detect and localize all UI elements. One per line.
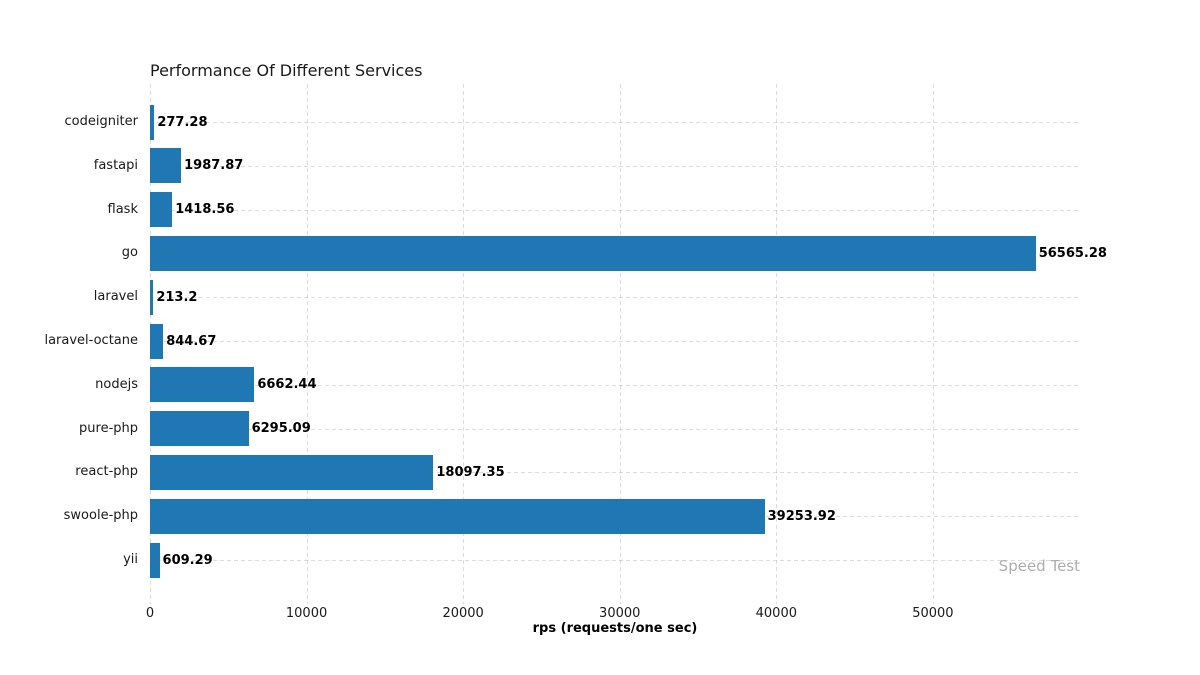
x-tick-label: 0: [145, 606, 155, 621]
gridline-vertical: [776, 84, 778, 604]
category-label-yii: yii: [123, 552, 138, 567]
plot-area: 277.28 1987.87 1418.56 56565.28 213.2 844.67 6…: [150, 84, 1107, 604]
category-label-react-php: react-php: [75, 464, 138, 480]
gridline-horizontal: [150, 516, 1080, 518]
x-tick-label: 40000: [755, 606, 797, 621]
gridline-horizontal: [150, 297, 1080, 299]
bar-value-label: 1987.87: [184, 158, 244, 174]
gridline-horizontal: [150, 472, 1080, 474]
category-label-laravel: laravel: [93, 289, 138, 305]
bar-value-label: 6295.09: [251, 421, 311, 437]
bar-value-label: 18097.35: [436, 464, 505, 480]
bar-value-label: 56565.28: [1038, 245, 1107, 261]
watermark-text: Speed Test: [998, 557, 1080, 575]
gridline-horizontal: [150, 384, 1080, 386]
gridline-horizontal: [150, 165, 1080, 167]
bar-value-label: 609.29: [162, 552, 213, 568]
gridline-horizontal: [150, 253, 1080, 255]
bar-value-label: 213.2: [156, 289, 198, 305]
bar-value-label: 6662.44: [257, 377, 317, 393]
x-axis-label: rps (requests/one sec): [532, 621, 698, 636]
chart-title: Performance Of Different Services: [150, 61, 423, 80]
gridline-horizontal: [150, 209, 1080, 211]
category-label-swoole-php: swoole-php: [63, 508, 138, 524]
bar-fastapi: [150, 148, 182, 184]
bar-value-label: 277.28: [157, 114, 208, 130]
x-tick-label: 30000: [599, 606, 641, 621]
bar-go: [150, 235, 1036, 271]
x-tick-label: 50000: [912, 606, 954, 621]
gridline-vertical: [619, 84, 621, 604]
gridline-vertical: [463, 84, 465, 604]
bar-pure-php: [150, 411, 249, 447]
x-tick-label: 20000: [442, 606, 484, 621]
bar-react-php: [150, 454, 434, 490]
bar-value-label: 39253.92: [767, 508, 836, 524]
bar-codeigniter: [150, 104, 155, 140]
category-label-pure-php: pure-php: [79, 420, 138, 436]
category-label-fastapi: fastapi: [93, 157, 138, 173]
category-label-nodejs: nodejs: [95, 376, 138, 392]
category-label-flask: flask: [107, 201, 138, 217]
bar-swoole-php: [150, 498, 765, 534]
gridline-horizontal: [150, 428, 1080, 430]
bar-value-label: 844.67: [166, 333, 217, 349]
gridline-horizontal: [150, 122, 1080, 123]
bar-nodejs: [150, 367, 255, 403]
x-tick-label: 10000: [285, 606, 328, 621]
category-label-codeigniter: codeigniter: [64, 114, 138, 129]
bar-laravel-octane: [150, 323, 164, 359]
gridline-vertical: [306, 84, 308, 604]
category-label-go: go: [121, 245, 138, 261]
gridline-horizontal: [150, 560, 1080, 561]
gridline-horizontal: [150, 341, 1080, 342]
bar-flask: [150, 192, 173, 228]
gridline-vertical: [932, 84, 934, 604]
bar-yii: [150, 542, 160, 578]
bar-value-label: 1418.56: [175, 202, 235, 218]
category-label-laravel-octane: laravel-octane: [44, 333, 138, 348]
bar-laravel: [150, 279, 154, 315]
